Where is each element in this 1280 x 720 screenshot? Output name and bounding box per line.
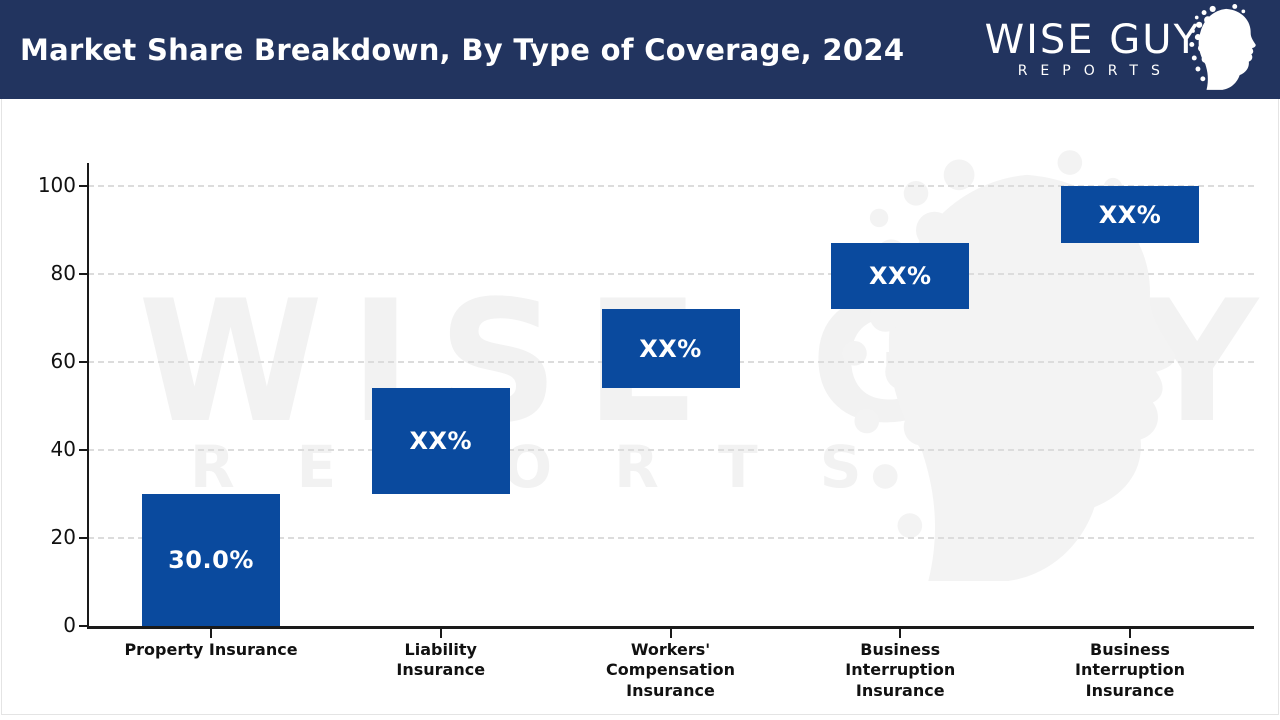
bar-value-label: XX% xyxy=(868,262,932,291)
y-axis-line xyxy=(86,163,89,629)
y-tick-label: 20 xyxy=(50,525,76,549)
y-tick-label: 100 xyxy=(37,173,76,197)
logo-subtext: REPORTS xyxy=(1017,63,1173,79)
x-tick-mark xyxy=(899,629,902,638)
x-tick-mark xyxy=(669,629,672,638)
grid-line xyxy=(88,185,1254,187)
header-bar: Market Share Breakdown, By Type of Cover… xyxy=(0,0,1280,99)
x-category-label: Business Interruption Insurance xyxy=(845,640,956,700)
x-tick-mark xyxy=(210,629,212,638)
bar: XX% xyxy=(601,309,740,389)
x-category-label: Workers' Compensation Insurance xyxy=(606,640,735,700)
bar: XX% xyxy=(1061,186,1199,244)
x-category-label: Liability Insurance xyxy=(396,640,486,680)
bar: XX% xyxy=(371,388,510,494)
bar-value-label: XX% xyxy=(409,427,473,456)
y-tick-label: 0 xyxy=(63,613,76,637)
y-tick-mark xyxy=(79,185,88,187)
x-category-label: Business Interruption Insurance xyxy=(1075,640,1185,700)
page-title: Market Share Breakdown, By Type of Cover… xyxy=(20,32,905,67)
bar-value-label: XX% xyxy=(1098,200,1162,229)
y-tick-mark xyxy=(79,537,88,539)
y-tick-mark xyxy=(79,361,88,363)
y-tick-label: 60 xyxy=(50,349,76,373)
bar: XX% xyxy=(831,243,970,310)
y-tick-mark xyxy=(79,273,88,275)
y-tick-mark xyxy=(79,449,88,451)
logo-wordmark-block: WISE GUY REPORTS xyxy=(985,20,1200,79)
bar: 30.0% xyxy=(142,494,280,626)
logo-head-icon xyxy=(1189,3,1256,90)
x-axis-line xyxy=(86,626,1254,629)
logo-wordmark: WISE GUY xyxy=(984,17,1200,63)
x-tick-mark xyxy=(439,629,442,638)
grid-line xyxy=(88,273,1254,275)
grid-line xyxy=(88,537,1254,539)
x-tick-mark xyxy=(1129,629,1131,638)
bar-value-label: 30.0% xyxy=(168,546,254,574)
y-tick-label: 80 xyxy=(50,261,76,285)
x-category-label: Property Insurance xyxy=(124,640,298,659)
wise-guy-logo: WISE GUY REPORTS xyxy=(985,3,1270,96)
y-tick-label: 40 xyxy=(50,437,76,461)
bar-value-label: XX% xyxy=(639,334,702,363)
y-tick-mark xyxy=(79,625,88,627)
grid-line xyxy=(88,449,1254,451)
